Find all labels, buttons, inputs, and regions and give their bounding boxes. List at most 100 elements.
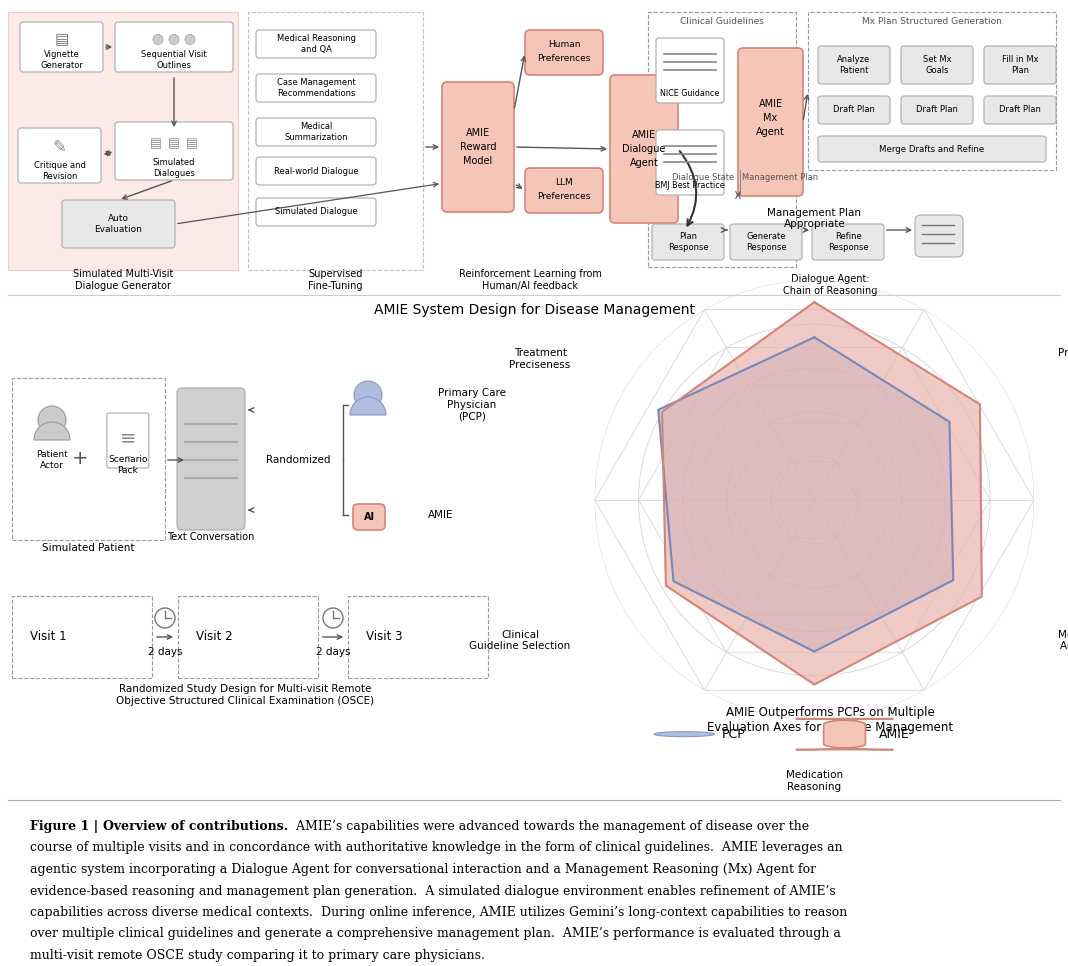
- Text: Figure 1 |: Figure 1 |: [30, 820, 103, 833]
- Bar: [178, 596, 318, 678]
- Polygon shape: [662, 302, 981, 685]
- Text: NICE Guidance: NICE Guidance: [660, 89, 720, 98]
- FancyBboxPatch shape: [256, 157, 376, 185]
- Text: Dialogue Agent:
Chain of Reasoning: Dialogue Agent: Chain of Reasoning: [783, 274, 877, 296]
- FancyBboxPatch shape: [915, 215, 963, 257]
- Text: Clinical
Guideline Selection: Clinical Guideline Selection: [470, 630, 570, 651]
- FancyBboxPatch shape: [984, 96, 1056, 124]
- Circle shape: [169, 35, 179, 44]
- Text: Simulated Patient: Simulated Patient: [43, 543, 135, 553]
- Text: Supervised
Fine-Tuning: Supervised Fine-Tuning: [309, 270, 363, 291]
- FancyBboxPatch shape: [901, 46, 973, 84]
- FancyBboxPatch shape: [812, 224, 884, 260]
- Text: Draft Plan: Draft Plan: [833, 105, 875, 115]
- Text: Mx Plan Structured Generation: Mx Plan Structured Generation: [862, 17, 1002, 26]
- Text: ▤: ▤: [151, 137, 162, 151]
- Text: Treatment
Preciseness: Treatment Preciseness: [509, 349, 570, 370]
- Wedge shape: [350, 397, 386, 415]
- FancyBboxPatch shape: [256, 118, 376, 146]
- Text: AMIE: AMIE: [758, 99, 783, 109]
- FancyBboxPatch shape: [738, 48, 803, 196]
- Text: Medication
Reasoning: Medication Reasoning: [786, 771, 843, 792]
- Text: Simulated
Dialogues: Simulated Dialogues: [153, 158, 195, 178]
- Text: Human: Human: [548, 40, 580, 49]
- Text: Real-world Dialogue: Real-world Dialogue: [273, 166, 358, 176]
- Bar: [12, 596, 152, 678]
- Text: ─: ─: [125, 451, 130, 461]
- Text: Medical Reasoning
and QA: Medical Reasoning and QA: [277, 35, 356, 54]
- Text: 2 days: 2 days: [316, 647, 350, 657]
- Text: +: +: [73, 449, 89, 469]
- Text: ●: ●: [154, 35, 162, 44]
- Text: Scenario
Pack: Scenario Pack: [108, 455, 147, 474]
- FancyBboxPatch shape: [20, 22, 103, 72]
- Text: Simulated Multi-Visit
Dialogue Generator: Simulated Multi-Visit Dialogue Generator: [73, 270, 173, 291]
- Circle shape: [354, 381, 382, 409]
- Text: Visit 2: Visit 2: [197, 631, 233, 643]
- FancyBboxPatch shape: [62, 200, 175, 248]
- Text: AMIE: AMIE: [879, 727, 910, 741]
- Text: Simulated Dialogue: Simulated Dialogue: [274, 208, 358, 216]
- Text: Agent: Agent: [756, 127, 785, 137]
- Text: Medical
Summarization: Medical Summarization: [284, 123, 348, 142]
- FancyBboxPatch shape: [901, 96, 973, 124]
- Circle shape: [38, 406, 66, 434]
- Text: Vignette
Generator: Vignette Generator: [41, 50, 83, 70]
- Text: Fill in Mx
Plan: Fill in Mx Plan: [1002, 55, 1038, 74]
- FancyBboxPatch shape: [984, 46, 1056, 84]
- Circle shape: [323, 608, 343, 628]
- Text: Critique and
Revision: Critique and Revision: [33, 161, 85, 181]
- Text: Clinical Guidelines: Clinical Guidelines: [680, 17, 764, 26]
- Text: Visit 3: Visit 3: [366, 631, 403, 643]
- Text: Preferences: Preferences: [537, 54, 591, 63]
- Bar: [7, 12, 238, 270]
- FancyBboxPatch shape: [115, 22, 233, 72]
- Text: multi-visit remote OSCE study comparing it to primary care physicians.: multi-visit remote OSCE study comparing …: [30, 949, 485, 962]
- Text: 2 days: 2 days: [147, 647, 183, 657]
- Text: AI: AI: [363, 512, 375, 522]
- Text: AMIE: AMIE: [632, 130, 656, 140]
- Bar: [648, 12, 796, 267]
- FancyBboxPatch shape: [525, 30, 603, 75]
- Text: Reward: Reward: [459, 142, 497, 152]
- Text: Case Management
Recommendations: Case Management Recommendations: [277, 78, 356, 98]
- Text: Overview of contributions.: Overview of contributions.: [103, 820, 287, 833]
- Text: Sequential Visit
Outlines: Sequential Visit Outlines: [141, 50, 207, 70]
- Text: evidence-based reasoning and management plan generation.  A simulated dialogue e: evidence-based reasoning and management …: [30, 885, 836, 897]
- FancyBboxPatch shape: [354, 504, 384, 530]
- FancyBboxPatch shape: [796, 719, 893, 750]
- FancyBboxPatch shape: [818, 96, 890, 124]
- Text: Model: Model: [464, 156, 492, 166]
- Text: Plan
Response: Plan Response: [668, 232, 708, 252]
- Text: agentic system incorporating a Dialogue Agent for conversational interaction and: agentic system incorporating a Dialogue …: [30, 863, 816, 876]
- Text: Analyze
Patient: Analyze Patient: [837, 55, 870, 74]
- Text: Patient
Actor: Patient Actor: [36, 450, 68, 469]
- Text: Agent: Agent: [629, 158, 659, 168]
- Text: Prioritizing Patient's
Preferences: Prioritizing Patient's Preferences: [1058, 349, 1068, 370]
- Bar: [248, 12, 423, 270]
- Text: AMIE: AMIE: [428, 510, 454, 520]
- Circle shape: [153, 35, 163, 44]
- Text: Monitoring and
Adjusting Plan: Monitoring and Adjusting Plan: [1058, 630, 1068, 651]
- Wedge shape: [34, 422, 70, 440]
- FancyBboxPatch shape: [256, 198, 376, 226]
- FancyBboxPatch shape: [18, 128, 101, 183]
- Text: AMIE System Design for Disease Management: AMIE System Design for Disease Managemen…: [374, 303, 694, 317]
- Text: Management Plan: Management Plan: [742, 174, 818, 183]
- Text: AMIE’s capabilities were advanced towards the management of disease over the: AMIE’s capabilities were advanced toward…: [287, 820, 808, 833]
- Polygon shape: [658, 337, 954, 651]
- Bar: [348, 596, 488, 678]
- Bar: [12, 378, 164, 540]
- Text: Auto
Evaluation: Auto Evaluation: [95, 214, 142, 234]
- FancyBboxPatch shape: [115, 122, 233, 180]
- Text: Set Mx
Goals: Set Mx Goals: [923, 55, 952, 74]
- Text: course of multiple visits and in concordance with authoritative knowledge in the: course of multiple visits and in concord…: [30, 841, 843, 855]
- FancyBboxPatch shape: [256, 74, 376, 102]
- Text: ●: ●: [186, 35, 194, 44]
- Text: AMIE: AMIE: [466, 128, 490, 138]
- Text: capabilities across diverse medical contexts.  During online inference, AMIE uti: capabilities across diverse medical cont…: [30, 906, 847, 919]
- Bar: [808, 12, 1056, 170]
- Circle shape: [155, 608, 175, 628]
- FancyBboxPatch shape: [525, 168, 603, 213]
- Text: ▤: ▤: [186, 137, 198, 151]
